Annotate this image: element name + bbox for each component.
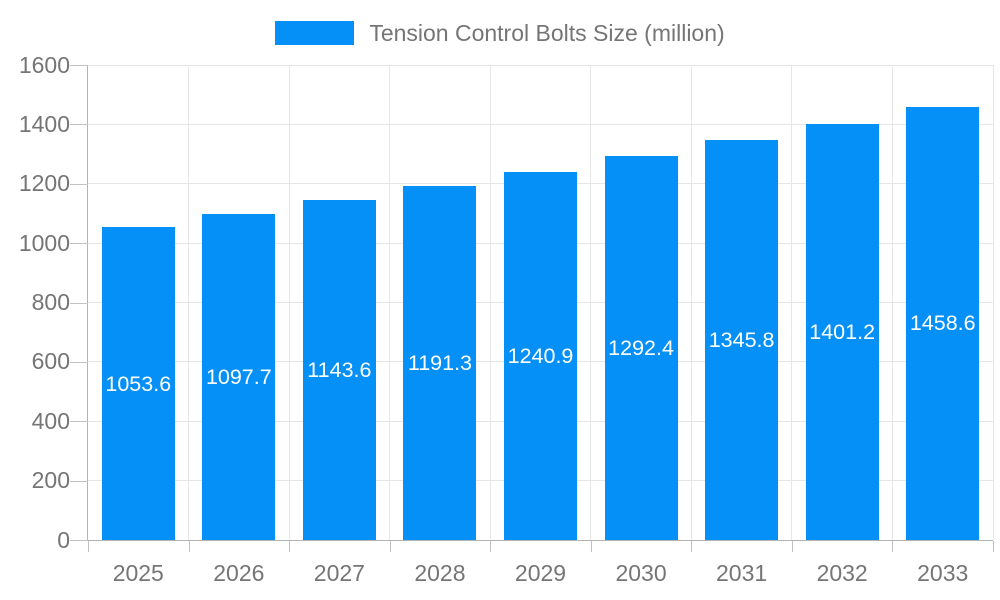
bar-2030 [604, 156, 678, 540]
y-axis-tick-label: 400 [31, 407, 70, 434]
y-tick [70, 243, 88, 245]
x-tick [289, 541, 291, 552]
bar-value-label: 1345.8 [708, 328, 775, 353]
x-tick [691, 541, 693, 552]
y-tick [70, 540, 88, 541]
x-gridline [791, 65, 793, 540]
x-axis-category-label: 2029 [514, 560, 567, 586]
x-axis-category-label: 2033 [917, 560, 969, 586]
bar-2032 [805, 124, 879, 540]
bar-value-label: 1053.6 [105, 371, 172, 396]
y-axis-tick-label: 600 [31, 348, 70, 375]
x-gridline [891, 65, 893, 540]
bar-2025 [101, 227, 175, 540]
y-axis-tick-label: 1400 [18, 110, 70, 137]
y-axis-tick-label: 0 [57, 526, 70, 553]
y-axis-tick-label: 1200 [18, 170, 70, 197]
y-axis-tick-label: 1000 [18, 229, 70, 256]
y-tick [70, 421, 88, 423]
bar-2028 [403, 186, 477, 540]
legend-swatch [275, 21, 355, 45]
bar-2026 [202, 214, 276, 540]
y-tick [70, 480, 88, 482]
x-gridline [590, 65, 592, 540]
y-axis-tick-label: 1600 [18, 51, 70, 78]
y-tick [70, 302, 88, 304]
chart-legend: Tension Control Bolts Size (million) [0, 18, 1000, 48]
legend-label: Tension Control Bolts Size (million) [369, 19, 725, 46]
bar-2031 [705, 140, 779, 540]
bar-value-label: 1097.7 [205, 365, 272, 390]
bar-2033 [906, 106, 980, 540]
x-tick [590, 541, 592, 552]
x-axis-category-label: 2026 [213, 560, 265, 586]
x-axis-category-label: 2031 [716, 560, 768, 586]
bar-value-label: 1191.3 [407, 351, 473, 376]
x-axis-category-label: 2032 [816, 560, 868, 586]
x-tick [188, 541, 190, 552]
y-gridline [88, 64, 993, 66]
x-gridline [389, 65, 391, 540]
bar-2029 [504, 171, 577, 540]
x-tick [389, 541, 391, 552]
x-gridline [690, 65, 692, 540]
y-tick [70, 65, 88, 66]
bar-2027 [302, 200, 376, 540]
x-axis-category-label: 2025 [112, 560, 164, 586]
bar-value-label: 1240.9 [507, 343, 574, 368]
plot-area: 1053.6 1097.7 1143.6 1191.3 1240.9 1292.4 1345… [87, 64, 994, 541]
x-gridline [288, 65, 290, 540]
x-axis-category-label: 2027 [313, 560, 365, 586]
bar-value-label: 1401.2 [809, 320, 876, 344]
x-tick [791, 541, 793, 552]
x-tick [892, 541, 894, 552]
bar-value-label: 1292.4 [608, 336, 674, 361]
x-axis-line [87, 540, 993, 541]
y-gridline [88, 123, 993, 125]
bar-value-label: 1458.6 [909, 311, 976, 336]
x-tick [993, 541, 994, 552]
x-gridline [188, 65, 190, 540]
y-tick [70, 183, 88, 185]
x-gridline [992, 65, 994, 540]
y-tick [70, 124, 88, 126]
y-tick [70, 361, 88, 363]
x-axis-category-label: 2028 [414, 560, 466, 586]
y-axis-tick-label: 200 [31, 467, 70, 494]
bar-value-label: 1143.6 [307, 358, 372, 383]
y-axis-tick-label: 800 [31, 289, 70, 315]
x-gridline [489, 65, 491, 540]
x-axis-category-label: 2030 [615, 560, 667, 586]
x-tick [88, 541, 89, 552]
x-tick [490, 541, 492, 552]
